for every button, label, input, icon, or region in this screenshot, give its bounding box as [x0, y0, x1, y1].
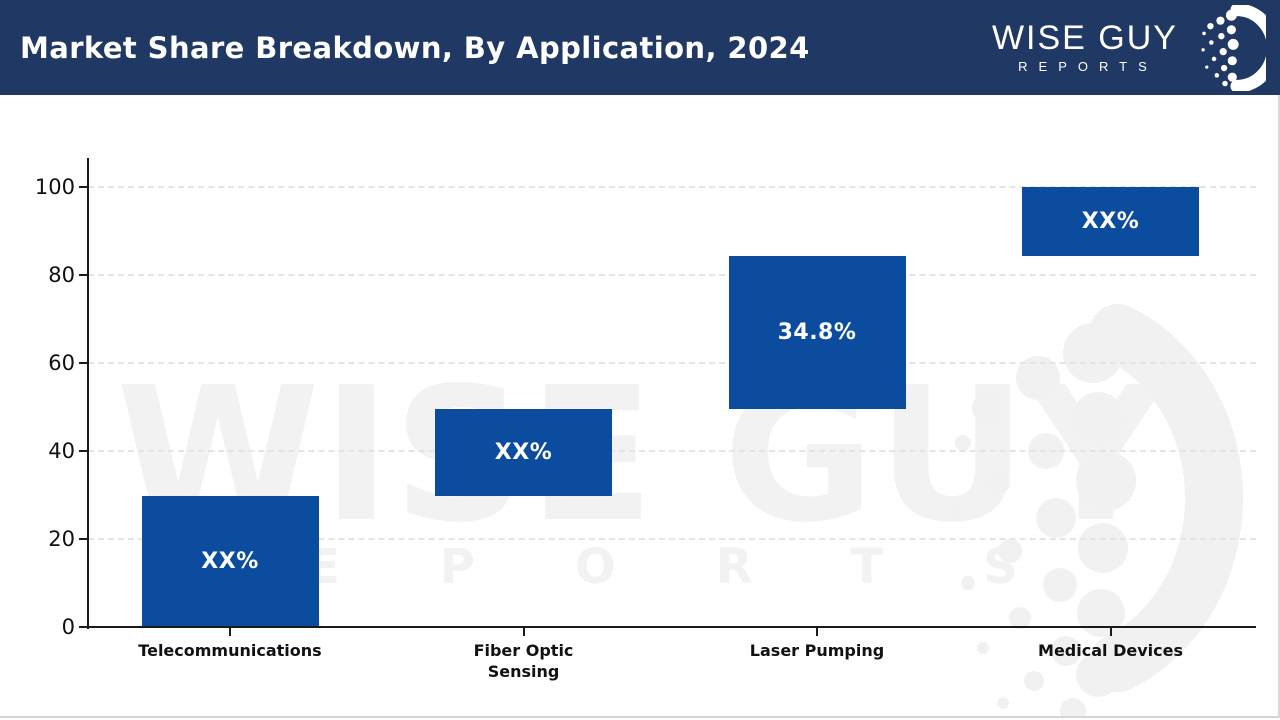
bar-value-label: 34.8%	[777, 319, 857, 345]
gridline-100	[88, 186, 1256, 188]
y-tick-mark-80	[79, 274, 88, 276]
bar-value-label: XX%	[201, 548, 259, 574]
bar-value-label: XX%	[1081, 208, 1140, 234]
brand-subtitle: REPORTS	[1018, 59, 1158, 74]
y-tick-label-60: 60	[48, 351, 75, 375]
x-axis-label-laser-pumping: Laser Pumping	[749, 641, 885, 660]
header-bar: Market Share Breakdown, By Application, …	[0, 0, 1280, 95]
x-axis-label-medical-devices: Medical Devices	[1038, 641, 1183, 660]
bar-telecommunications: XX%	[141, 495, 319, 627]
x-tick-mark-telecommunications	[229, 628, 231, 636]
bar-laser-pumping: 34.8%	[728, 255, 906, 409]
x-axis-line	[87, 626, 1256, 628]
y-tick-mark-40	[79, 450, 88, 452]
right-divider	[1278, 95, 1280, 718]
brand-wordmark: WISE GUY REPORTS	[992, 21, 1178, 74]
brand-name: WISE GUY	[991, 19, 1178, 57]
x-tick-mark-fiber-optic-sensing	[522, 628, 525, 636]
y-axis-line	[87, 158, 89, 629]
x-tick-mark-laser-pumping	[816, 628, 818, 636]
gridline-40	[88, 450, 1256, 452]
gridline-20	[88, 538, 1256, 540]
bottom-divider	[0, 716, 1280, 718]
y-tick-mark-60	[79, 362, 88, 364]
watermark-face-icon	[951, 304, 1244, 718]
chart-title: Market Share Breakdown, By Application, …	[20, 30, 810, 65]
y-tick-label-0: 0	[61, 615, 75, 639]
bar-value-label: XX%	[494, 439, 553, 465]
bar-fiber-optic-sensing: XX%	[435, 408, 612, 496]
y-tick-label-20: 20	[48, 527, 75, 551]
y-tick-mark-0	[79, 626, 88, 628]
x-axis-label-telecommunications: Telecommunications	[138, 641, 322, 660]
x-tick-mark-medical-devices	[1109, 628, 1112, 636]
y-tick-mark-100	[79, 186, 88, 188]
x-axis-label-fiber-optic-sensing: Fiber Optic Sensing	[473, 641, 574, 681]
y-tick-label-100: 100	[34, 175, 75, 199]
y-tick-label-40: 40	[48, 439, 75, 463]
brand-logo: WISE GUY REPORTS	[992, 0, 1266, 95]
y-tick-label-80: 80	[48, 263, 75, 287]
bar-medical-devices: XX%	[1022, 187, 1199, 256]
gridline-60	[88, 362, 1256, 364]
y-tick-mark-20	[79, 538, 88, 540]
dotted-face-icon	[1201, 4, 1266, 91]
watermark-layer: WISE GUY REPORTS	[0, 95, 1280, 718]
gridline-80	[88, 274, 1256, 276]
